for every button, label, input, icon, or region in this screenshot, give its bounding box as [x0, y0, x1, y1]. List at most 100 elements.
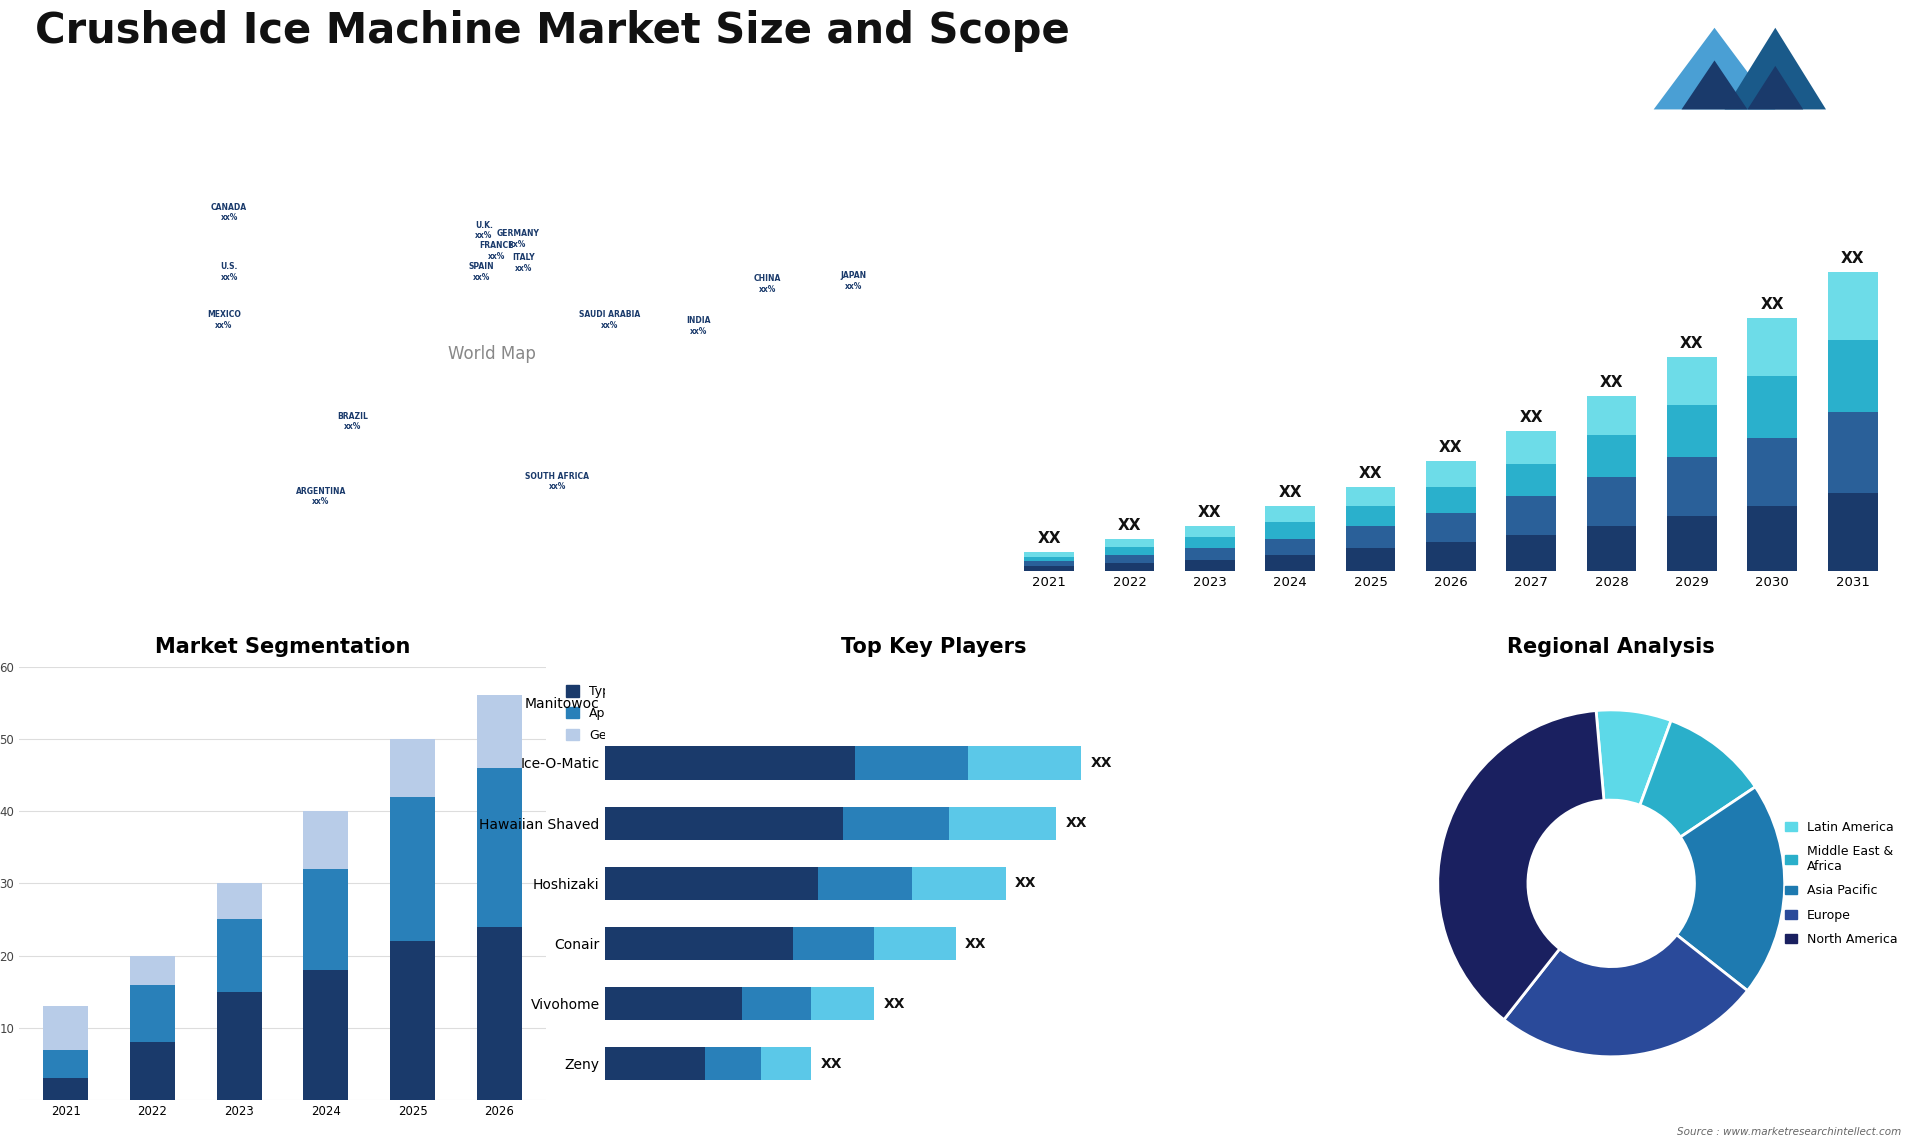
Bar: [476, 768, 522, 927]
Bar: [1346, 487, 1396, 507]
Bar: [1427, 487, 1476, 512]
Text: RESEARCH: RESEARCH: [1836, 62, 1889, 70]
Bar: [1185, 559, 1235, 571]
Text: JAPAN
xx%: JAPAN xx%: [841, 272, 866, 291]
Wedge shape: [1438, 711, 1603, 1020]
Bar: [874, 927, 956, 960]
Text: FRANCE
xx%: FRANCE xx%: [480, 242, 515, 261]
Bar: [1427, 461, 1476, 487]
Polygon shape: [1724, 28, 1826, 109]
Bar: [1023, 562, 1073, 566]
Text: XX: XX: [822, 1057, 843, 1070]
Text: XX: XX: [1841, 251, 1864, 266]
Text: XX: XX: [1359, 465, 1382, 480]
Text: SAUDI ARABIA
xx%: SAUDI ARABIA xx%: [580, 311, 641, 330]
Text: XX: XX: [1440, 440, 1463, 455]
Bar: [131, 956, 175, 984]
Bar: [131, 1043, 175, 1100]
Bar: [1586, 434, 1636, 477]
Legend: Type, Application, Geography: Type, Application, Geography: [563, 682, 662, 745]
Text: SPAIN
xx%: SPAIN xx%: [468, 262, 493, 282]
Bar: [217, 991, 261, 1100]
Text: XX: XX: [883, 997, 904, 1011]
Text: ARGENTINA
xx%: ARGENTINA xx%: [296, 487, 346, 507]
Bar: [1667, 516, 1716, 571]
Bar: [605, 807, 843, 840]
Bar: [1265, 539, 1315, 555]
Bar: [948, 807, 1056, 840]
Text: MEXICO
xx%: MEXICO xx%: [207, 311, 240, 330]
Bar: [303, 869, 348, 970]
Bar: [1507, 496, 1555, 535]
Bar: [743, 987, 812, 1020]
Bar: [1507, 431, 1555, 464]
Bar: [605, 746, 854, 779]
Legend: Latin America, Middle East &
Africa, Asia Pacific, Europe, North America: Latin America, Middle East & Africa, Asi…: [1782, 818, 1901, 949]
Bar: [217, 884, 261, 919]
Polygon shape: [1682, 61, 1747, 109]
Bar: [303, 970, 348, 1100]
Text: Crushed Ice Machine Market Size and Scope: Crushed Ice Machine Market Size and Scop…: [35, 9, 1069, 52]
Text: INTELLECT: INTELLECT: [1836, 85, 1889, 94]
Bar: [605, 927, 793, 960]
Bar: [1427, 542, 1476, 571]
Bar: [1828, 340, 1878, 411]
Wedge shape: [1640, 721, 1755, 837]
Bar: [217, 919, 261, 991]
Text: INDIA
xx%: INDIA xx%: [687, 316, 710, 336]
Bar: [1023, 557, 1073, 562]
Bar: [1104, 547, 1154, 555]
Bar: [42, 1078, 88, 1100]
Wedge shape: [1596, 709, 1670, 806]
Wedge shape: [1676, 787, 1784, 990]
Bar: [1023, 551, 1073, 557]
Text: ITALY
xx%: ITALY xx%: [513, 253, 534, 273]
Bar: [303, 811, 348, 869]
Text: CHINA
xx%: CHINA xx%: [753, 274, 781, 293]
Bar: [1667, 406, 1716, 457]
Text: XX: XX: [1680, 336, 1703, 351]
Bar: [1747, 376, 1797, 438]
Polygon shape: [1653, 28, 1776, 109]
Text: XX: XX: [1198, 504, 1221, 519]
Bar: [968, 746, 1081, 779]
Text: XX: XX: [1599, 375, 1622, 390]
Bar: [854, 746, 968, 779]
Bar: [1104, 539, 1154, 547]
Bar: [1747, 438, 1797, 507]
Bar: [1023, 566, 1073, 571]
Text: XX: XX: [1117, 518, 1140, 533]
Bar: [605, 987, 743, 1020]
Bar: [605, 866, 818, 900]
Bar: [1507, 464, 1555, 496]
Bar: [1667, 457, 1716, 516]
Text: XX: XX: [1761, 297, 1784, 312]
Text: BRAZIL
xx%: BRAZIL xx%: [338, 411, 369, 431]
Text: XX: XX: [1037, 531, 1062, 545]
Bar: [476, 927, 522, 1100]
Bar: [812, 987, 874, 1020]
Text: U.K.
xx%: U.K. xx%: [474, 220, 493, 240]
Bar: [705, 1047, 762, 1081]
Text: CANADA
xx%: CANADA xx%: [211, 203, 248, 222]
Wedge shape: [1503, 935, 1747, 1057]
Text: Source : www.marketresearchintellect.com: Source : www.marketresearchintellect.com: [1676, 1127, 1901, 1137]
Bar: [843, 807, 948, 840]
Text: SOUTH AFRICA
xx%: SOUTH AFRICA xx%: [526, 472, 589, 492]
Bar: [1346, 507, 1396, 526]
Text: World Map: World Map: [447, 345, 536, 363]
Text: XX: XX: [1091, 756, 1112, 770]
Bar: [912, 866, 1006, 900]
Bar: [1747, 317, 1797, 376]
Bar: [42, 1006, 88, 1050]
Bar: [1104, 563, 1154, 571]
Text: XX: XX: [1279, 485, 1302, 500]
Bar: [605, 1047, 705, 1081]
Bar: [1586, 395, 1636, 434]
Text: XX: XX: [1016, 877, 1037, 890]
Bar: [390, 796, 436, 941]
Bar: [390, 941, 436, 1100]
Text: MARKET: MARKET: [1847, 38, 1889, 47]
Polygon shape: [1747, 65, 1803, 109]
Bar: [1265, 555, 1315, 571]
